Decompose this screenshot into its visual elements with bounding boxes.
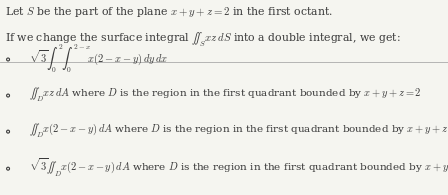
Text: $\iint_D x(2 - x - y)\,dA$ where $D$ is the region in the first quadrant bounded: $\iint_D x(2 - x - y)\,dA$ where $D$ is … [29, 121, 448, 140]
Text: If we change the surface integral $\iint_S xz\,dS$ into a double integral, we ge: If we change the surface integral $\iint… [5, 30, 401, 49]
Text: $\iint_D xz\,dA$ where $D$ is the region in the first quadrant bounded by $x + y: $\iint_D xz\,dA$ where $D$ is the region… [29, 85, 422, 104]
Text: Let $S$ be the part of the plane $x + y + z = 2$ in the first octant.: Let $S$ be the part of the plane $x + y … [5, 5, 333, 19]
Text: $\sqrt{3}\iint_D x(2 - x - y)\,dA$ where $D$ is the region in the first quadrant: $\sqrt{3}\iint_D x(2 - x - y)\,dA$ where… [29, 157, 448, 179]
Text: $\sqrt{3}\int_0^{\,2}\!\int_0^{\,2-x}\! x(2 - x - y)\,dy\,dx$: $\sqrt{3}\int_0^{\,2}\!\int_0^{\,2-x}\! … [29, 42, 168, 75]
